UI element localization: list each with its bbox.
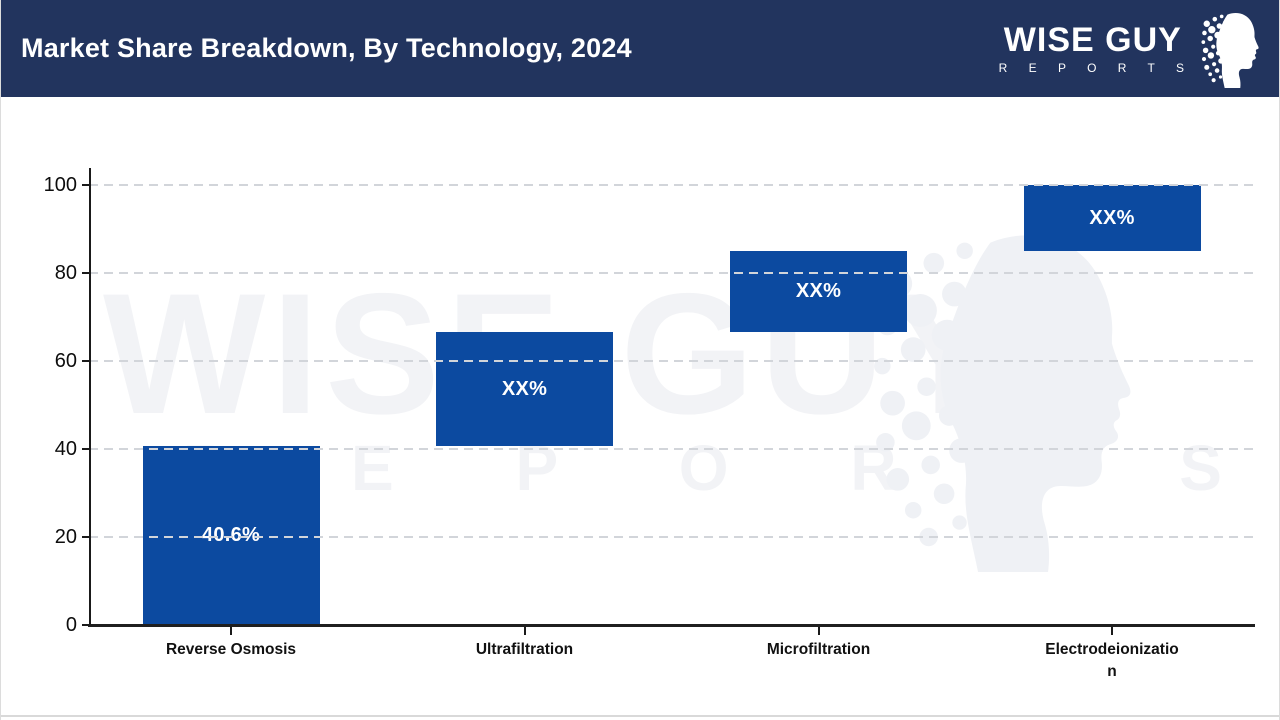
- bar-ultrafiltration: XX%: [436, 332, 613, 447]
- brand-name: WISE GUY: [1003, 21, 1182, 60]
- x-category-label-electrodeionization: Electrodeionization: [1045, 641, 1179, 680]
- gridline-60: [89, 360, 1254, 362]
- bar-value-label: XX%: [501, 377, 548, 400]
- bar-value-label: XX%: [1089, 206, 1135, 229]
- bar-value-label: XX%: [795, 280, 842, 303]
- bar-value-label: 40.6%: [201, 524, 261, 547]
- x-axis-line: [88, 624, 1255, 627]
- x-tick-ultrafiltration: [523, 627, 526, 635]
- y-tick-80: [82, 272, 89, 274]
- y-tick-label-0: 0: [65, 614, 77, 636]
- brand-logo: WISE GUY R E P O R T S: [993, 8, 1267, 90]
- y-axis-line: [89, 168, 91, 627]
- x-category-label-reverse-osmosis: Reverse Osmosis: [165, 641, 297, 658]
- bottom-divider: [1, 715, 1279, 717]
- brand-head-icon: [1201, 12, 1259, 88]
- y-tick-100: [82, 184, 89, 186]
- x-category-label-microfiltration: Microfiltration: [766, 641, 871, 658]
- x-tick-electrodeionization: [1111, 627, 1113, 635]
- y-tick-20: [82, 536, 89, 538]
- x-tick-microfiltration: [817, 627, 820, 635]
- y-tick-label-100: 100: [43, 174, 77, 196]
- bar-electrodeionization: XX%: [1023, 185, 1201, 251]
- y-tick-label-20: 20: [54, 526, 77, 548]
- y-tick-0: [82, 624, 89, 626]
- page-title: Market Share Breakdown, By Technology, 2…: [21, 33, 632, 63]
- brand-subname: R E P O R T S: [998, 60, 1193, 75]
- x-tick-reverse-osmosis: [230, 627, 232, 635]
- x-category-label-ultrafiltration: Ultrafiltration: [475, 641, 574, 658]
- gridline-80: [89, 272, 1254, 274]
- y-tick-label-80: 80: [54, 262, 77, 284]
- bar-reverse-osmosis: 40.6%: [142, 446, 320, 625]
- y-tick-label-60: 60: [54, 350, 77, 372]
- brand-logo-text: WISE GUY R E P O R T S: [993, 21, 1193, 75]
- y-tick-40: [82, 448, 89, 450]
- y-tick-label-40: 40: [54, 438, 77, 460]
- y-tick-60: [82, 360, 89, 362]
- watermark-text-line2: R E P O R T S: [183, 432, 1274, 504]
- header-banner: Market Share Breakdown, By Technology, 2…: [1, 0, 1279, 97]
- bar-microfiltration: XX%: [730, 251, 907, 333]
